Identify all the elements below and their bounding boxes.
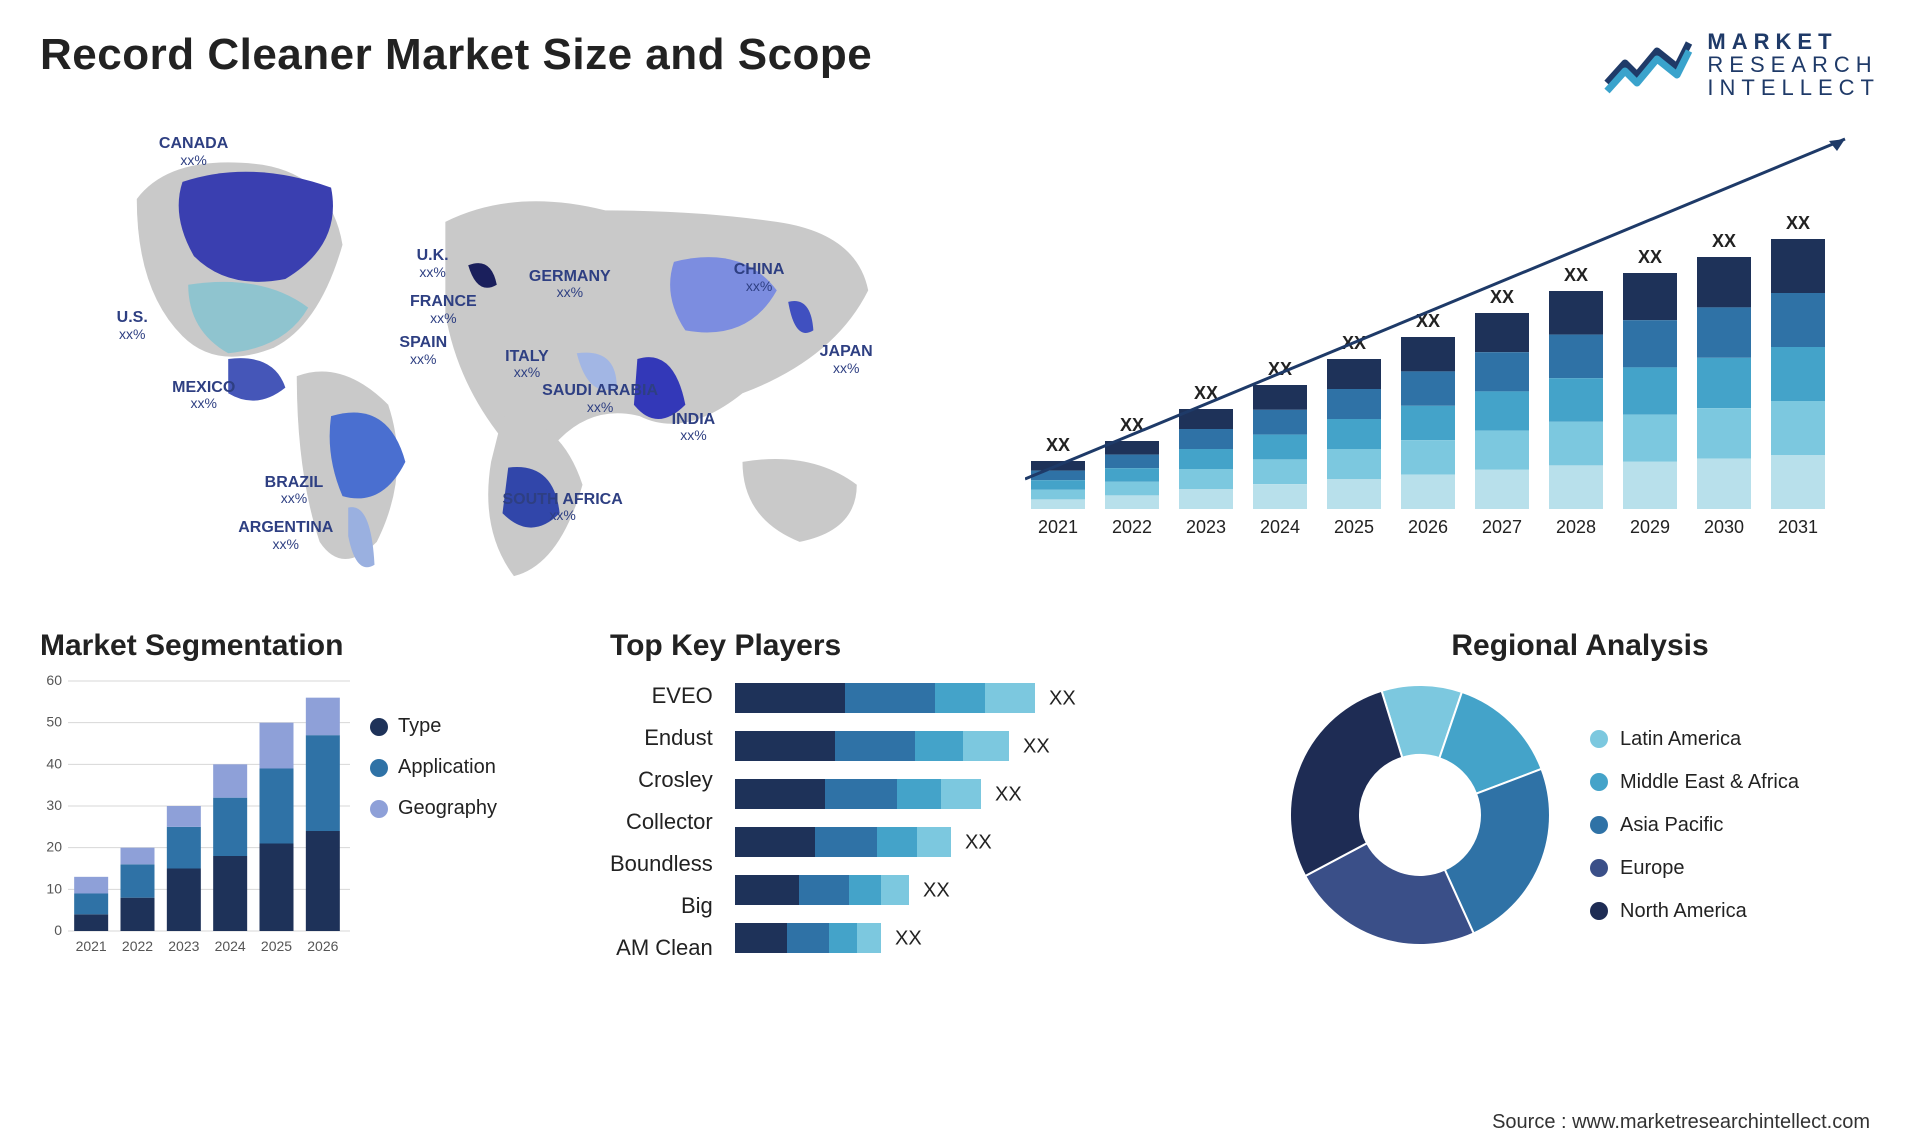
svg-text:2030: 2030 — [1704, 517, 1744, 537]
svg-text:2024: 2024 — [215, 938, 246, 954]
regional-legend: Latin America Middle East & Africa Asia Pa… — [1590, 708, 1799, 923]
svg-text:2028: 2028 — [1556, 517, 1596, 537]
players-panel: Top Key Players EVEO Endust Crosley Collect… — [610, 629, 1260, 1059]
segmentation-chart: 0 10 20 30 40 50 60 2021 2022 2023 2024 2025 2026 — [40, 675, 350, 955]
region-legend-item: North America — [1590, 900, 1799, 923]
svg-text:2026: 2026 — [307, 938, 338, 954]
map-label-saudi-arabia: SAUDI ARABIAxx% — [542, 382, 658, 415]
regional-panel: Regional Analysis Latin America Middle Ea… — [1280, 629, 1880, 1059]
svg-text:2021: 2021 — [76, 938, 107, 954]
map-label-india: INDIAxx% — [672, 411, 716, 444]
svg-text:XX: XX — [1712, 231, 1736, 251]
svg-text:50: 50 — [46, 714, 62, 730]
svg-text:2029: 2029 — [1630, 517, 1670, 537]
svg-text:60: 60 — [46, 675, 62, 688]
region-legend-item: Middle East & Africa — [1590, 771, 1799, 794]
svg-text:2021: 2021 — [1038, 517, 1078, 537]
region-legend-item: Asia Pacific — [1590, 814, 1799, 837]
svg-text:2025: 2025 — [1334, 517, 1374, 537]
svg-text:20: 20 — [46, 839, 62, 855]
trend-chart: XX2021XX2022XX2023XX2024XX2025XX2026XX20… — [995, 119, 1880, 599]
svg-text:XX: XX — [1023, 736, 1050, 758]
player-name: Boundless — [610, 851, 713, 877]
player-name: Crosley — [638, 767, 713, 793]
svg-text:30: 30 — [46, 797, 62, 813]
map-label-italy: ITALYxx% — [505, 348, 549, 381]
segmentation-legend: Type Application Geography — [370, 675, 497, 820]
source-text: Source : www.marketresearchintellect.com — [1492, 1111, 1870, 1134]
segmentation-title: Market Segmentation — [40, 629, 590, 663]
players-chart: XX XX XX XX XX XX — [735, 675, 1105, 973]
players-title: Top Key Players — [610, 629, 1260, 663]
map-label-south-africa: SOUTH AFRICAxx% — [503, 491, 623, 524]
player-name: Collector — [626, 809, 713, 835]
svg-text:XX: XX — [923, 880, 950, 902]
svg-text:XX: XX — [1049, 688, 1076, 710]
page-title: Record Cleaner Market Size and Scope — [40, 30, 872, 80]
seg-legend-item: Application — [370, 756, 497, 779]
map-label-china: CHINAxx% — [734, 261, 785, 294]
regional-donut — [1280, 675, 1560, 955]
regional-title: Regional Analysis — [1280, 629, 1880, 663]
svg-text:2024: 2024 — [1260, 517, 1300, 537]
svg-text:2026: 2026 — [1408, 517, 1448, 537]
svg-text:0: 0 — [54, 922, 62, 938]
map-label-france: FRANCExx% — [410, 293, 477, 326]
region-legend-item: Europe — [1590, 857, 1799, 880]
svg-text:2025: 2025 — [261, 938, 292, 954]
svg-text:2023: 2023 — [1186, 517, 1226, 537]
logo-line1: MARKET — [1707, 30, 1880, 53]
svg-text:2023: 2023 — [168, 938, 199, 954]
svg-text:XX: XX — [965, 832, 992, 854]
svg-text:2031: 2031 — [1778, 517, 1818, 537]
svg-text:2022: 2022 — [122, 938, 153, 954]
map-label-argentina: ARGENTINAxx% — [238, 519, 333, 552]
map-label-u-s-: U.S.xx% — [117, 309, 148, 342]
logo-line2: RESEARCH — [1707, 53, 1880, 76]
player-name: Big — [681, 893, 713, 919]
map-label-mexico: MEXICOxx% — [172, 379, 235, 412]
svg-text:XX: XX — [995, 784, 1022, 806]
map-label-germany: GERMANYxx% — [529, 268, 611, 301]
map-label-spain: SPAINxx% — [399, 334, 447, 367]
svg-text:XX: XX — [1046, 435, 1070, 455]
svg-text:40: 40 — [46, 756, 62, 772]
svg-text:XX: XX — [1564, 265, 1588, 285]
svg-text:XX: XX — [895, 928, 922, 950]
svg-text:2022: 2022 — [1112, 517, 1152, 537]
players-name-list: EVEO Endust Crosley Collector Boundless Big AM… — [610, 675, 721, 973]
logo-icon — [1603, 33, 1693, 97]
seg-legend-item: Geography — [370, 797, 497, 820]
svg-text:2027: 2027 — [1482, 517, 1522, 537]
player-name: AM Clean — [616, 935, 713, 961]
map-label-japan: JAPANxx% — [820, 343, 873, 376]
svg-text:XX: XX — [1638, 247, 1662, 267]
map-label-brazil: BRAZILxx% — [265, 474, 324, 507]
world-map: CANADAxx% U.S.xx% MEXICOxx% BRAZILxx% ARGENT… — [40, 119, 965, 599]
map-label-u-k-: U.K.xx% — [417, 247, 449, 280]
logo-line3: INTELLECT — [1707, 76, 1880, 99]
segmentation-panel: Market Segmentation 0 10 20 30 40 50 60 2021 202… — [40, 629, 590, 1059]
map-label-canada: CANADAxx% — [159, 135, 228, 168]
brand-logo: MARKET RESEARCH INTELLECT — [1603, 30, 1880, 99]
player-name: EVEO — [652, 683, 713, 709]
seg-legend-item: Type — [370, 715, 497, 738]
region-legend-item: Latin America — [1590, 728, 1799, 751]
svg-text:XX: XX — [1786, 213, 1810, 233]
player-name: Endust — [644, 725, 713, 751]
trend-svg: XX2021XX2022XX2023XX2024XX2025XX2026XX20… — [1025, 119, 1855, 549]
svg-text:XX: XX — [1490, 287, 1514, 307]
svg-text:10: 10 — [46, 881, 62, 897]
